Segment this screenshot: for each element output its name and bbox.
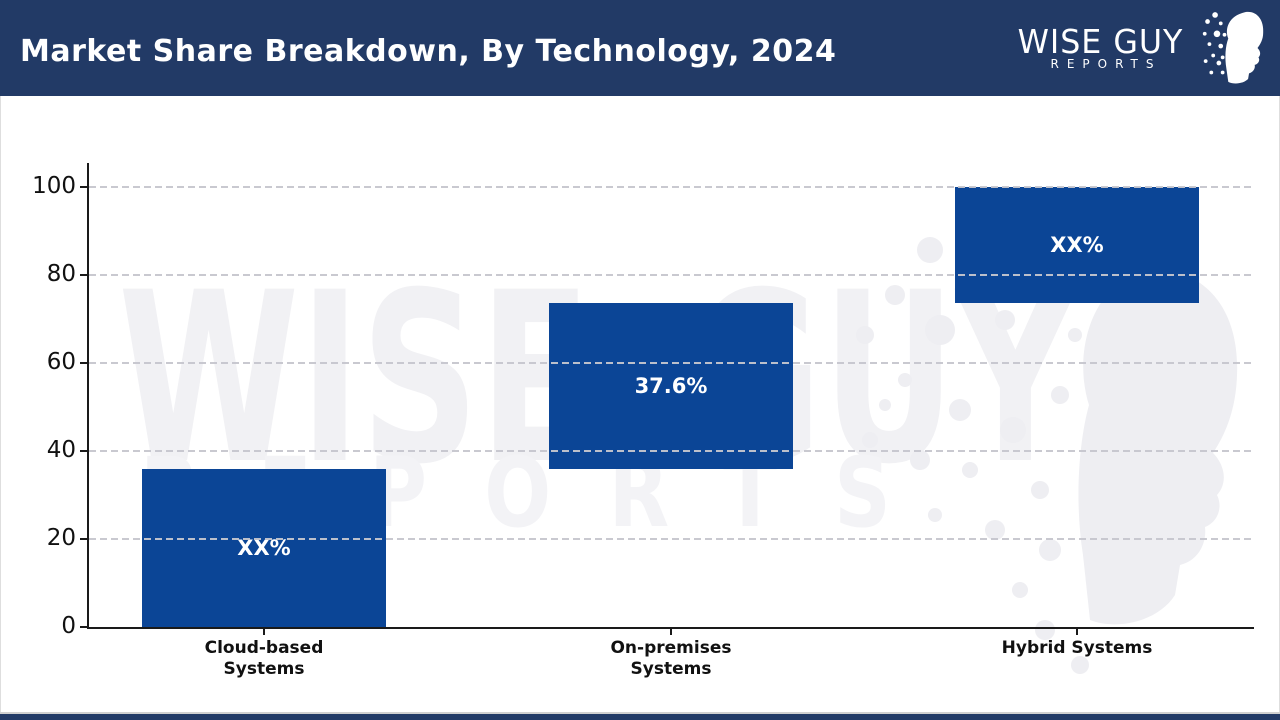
x-axis-category-label: On-premises Systems (511, 638, 831, 681)
gridline (89, 362, 1253, 364)
y-axis-tick-label: 20 (46, 525, 76, 551)
page-title: Market Share Breakdown, By Technology, 2… (20, 34, 837, 69)
logo-face-icon (1202, 11, 1264, 84)
x-axis-line (87, 627, 1254, 629)
x-axis-category-label: Cloud-based Systems (104, 638, 424, 681)
header-bar: Market Share Breakdown, By Technology, 2… (0, 0, 1280, 96)
category-label-line: Cloud-based (204, 638, 324, 658)
bar-value-label: XX% (1050, 233, 1104, 258)
category-label-line: Systems (223, 659, 305, 680)
y-axis-tick-label: 40 (46, 437, 76, 463)
footer-bar (0, 714, 1280, 720)
logo-reports-text: REPORTS (1050, 57, 1162, 71)
y-axis-tick-label: 80 (46, 261, 76, 287)
y-axis-tick-mark (80, 538, 88, 540)
y-axis-tick-label: 60 (46, 349, 76, 375)
footer-divider-line (0, 712, 1280, 714)
x-axis-tick-mark (1076, 629, 1078, 635)
gridline (89, 538, 1253, 540)
y-axis-tick-mark (80, 186, 88, 188)
bar-value-label: 37.6% (634, 373, 708, 398)
x-axis-tick-mark (670, 629, 672, 635)
y-axis-tick-mark (80, 274, 88, 276)
bar-segment: XX% (142, 468, 386, 627)
category-label-line: Hybrid Systems (1001, 638, 1153, 658)
x-axis-category-label: Hybrid Systems (917, 638, 1237, 659)
bar-segment: 37.6% (549, 303, 793, 469)
gridline (89, 186, 1253, 188)
gridline (89, 274, 1253, 276)
y-axis-tick-mark (80, 450, 88, 452)
y-axis-tick-label: 0 (61, 613, 76, 639)
y-axis-tick-mark (80, 626, 88, 628)
category-label-line: Systems (630, 659, 712, 680)
x-axis-tick-mark (263, 629, 265, 635)
left-border-line (0, 96, 1, 714)
logo-wiseguy-text: WISE GUY (1017, 22, 1184, 61)
y-axis-tick-mark (80, 362, 88, 364)
brand-logo: WISE GUY REPORTS (1016, 0, 1266, 96)
category-label-line: On-premises (610, 638, 732, 658)
y-axis-line (87, 163, 89, 629)
y-axis-tick-label: 100 (32, 173, 76, 199)
gridline (89, 450, 1253, 452)
bar-segment: XX% (955, 187, 1199, 304)
